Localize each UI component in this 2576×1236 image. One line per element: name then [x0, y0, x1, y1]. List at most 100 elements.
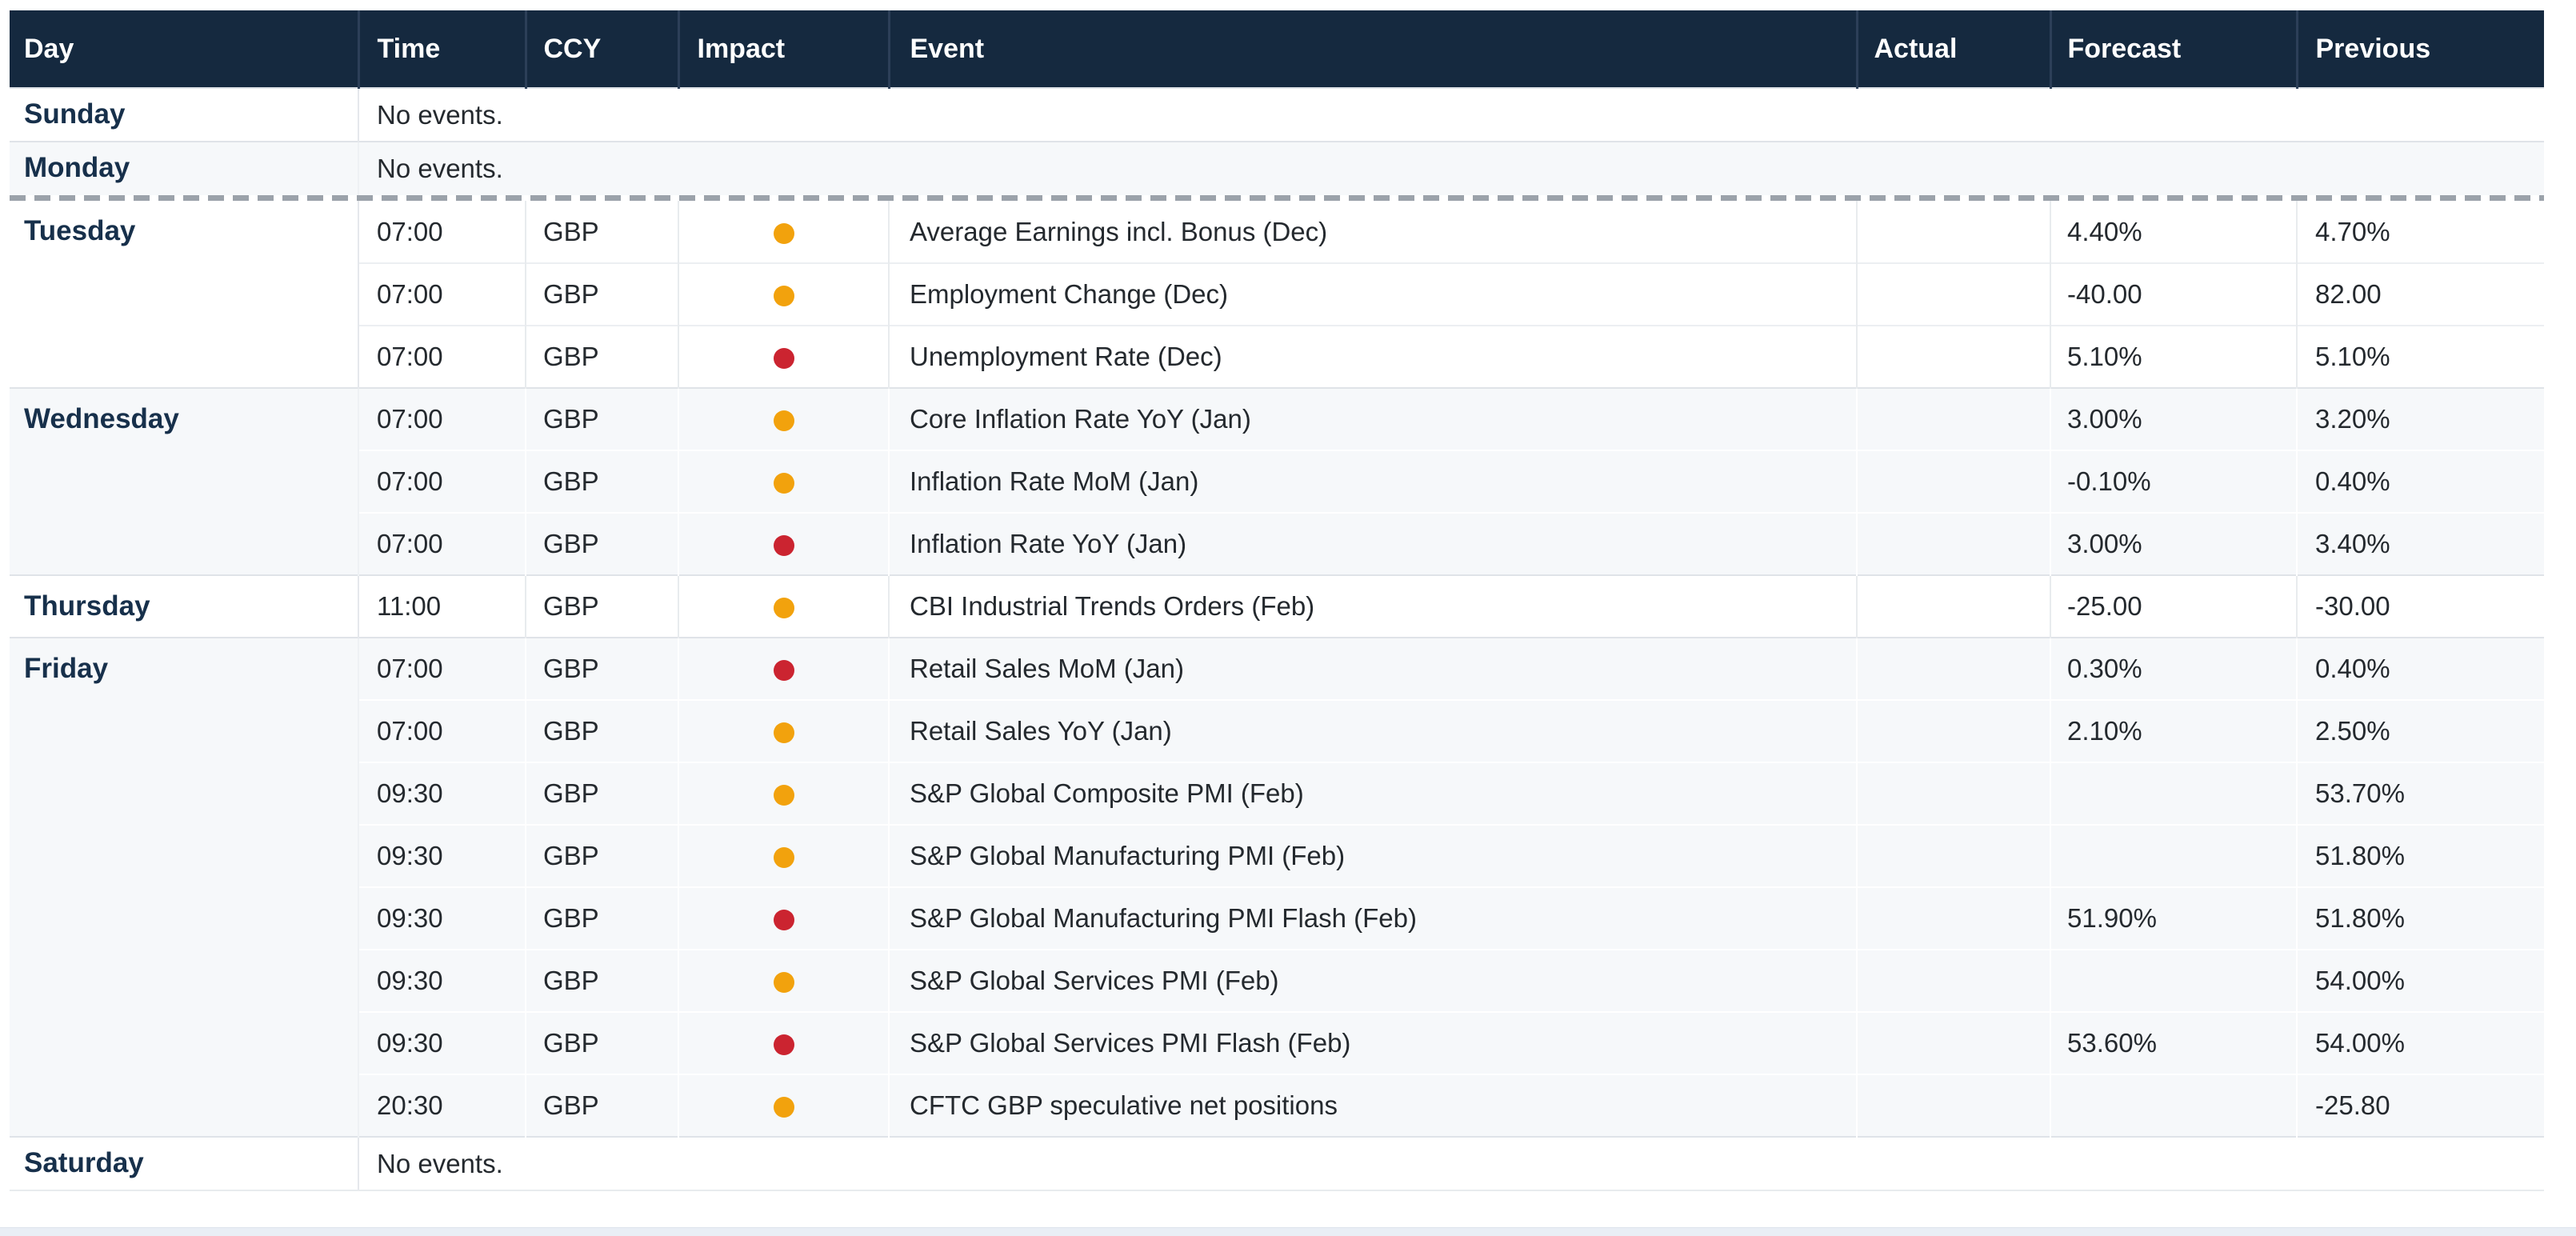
impact-cell [678, 387, 890, 450]
event-row[interactable]: Tuesday 07:00 GBP Average Earnings incl. Bo… [10, 201, 2544, 388]
impact-cell [678, 824, 890, 887]
event-row[interactable]: 09:30 GBP S&P Global Composite PMI (Feb) 53… [10, 762, 2544, 825]
event-name-cell: CBI Industrial Trends Orders (Feb) [889, 574, 1858, 638]
impact-medium-dot [773, 598, 794, 619]
column-header-event: Event [889, 10, 1858, 88]
dashed-divider-line [10, 195, 2544, 201]
time-cell: 07:00 [358, 637, 526, 700]
currency-cell: GBP [526, 325, 679, 388]
actual-value-cell [1857, 1074, 2051, 1137]
event-name-cell: S&P Global Composite PMI (Feb) [889, 762, 1858, 825]
impact-cell [678, 325, 890, 388]
impact-cell [678, 699, 890, 762]
event-name-cell: Average Earnings incl. Bonus (Dec) [889, 201, 1858, 263]
event-name-cell: Employment Change (Dec) [889, 262, 1858, 326]
day-row-no-events: Sunday No events. [10, 87, 2544, 142]
actual-value-cell [1857, 574, 2051, 638]
event-name-cell: S&P Global Manufacturing PMI Flash (Feb) [889, 886, 1858, 950]
event-name-cell: CFTC GBP speculative net positions [889, 1074, 1858, 1137]
forecast-value-cell: -40.00 [2050, 262, 2298, 326]
event-row[interactable]: 09:30 GBP S&P Global Services PMI Flash (F… [10, 1011, 2544, 1074]
forecast-value-cell: 5.10% [2050, 325, 2298, 388]
actual-value-cell [1857, 637, 2051, 700]
forecast-value-cell: 51.90% [2050, 886, 2298, 950]
column-header-ccy: CCY [526, 10, 680, 88]
previous-value-cell: 5.10% [2297, 325, 2544, 388]
day-cell: Friday [10, 637, 359, 1137]
currency-cell: GBP [526, 699, 679, 762]
event-row[interactable]: 09:30 GBP S&P Global Services PMI (Feb) 54.… [10, 949, 2544, 1012]
impact-medium-dot [773, 222, 794, 244]
impact-cell [678, 201, 890, 263]
event-row[interactable]: 09:30 GBP S&P Global Manufacturing PMI (Fe… [10, 824, 2544, 887]
impact-cell [678, 637, 890, 700]
impact-cell [678, 949, 890, 1012]
forecast-value-cell: 2.10% [2050, 699, 2298, 762]
previous-value-cell: 82.00 [2297, 262, 2544, 326]
previous-value-cell: 2.50% [2297, 699, 2544, 762]
currency-cell: GBP [526, 201, 679, 263]
column-header-previous: Previous [2297, 10, 2544, 88]
event-name-cell: Unemployment Rate (Dec) [889, 325, 1858, 388]
day-cell: Saturday [10, 1136, 359, 1191]
impact-high-dot [773, 348, 794, 370]
column-header-forecast: Forecast [2050, 10, 2298, 88]
time-cell: 07:00 [358, 450, 526, 513]
previous-value-cell: -25.80 [2297, 1074, 2544, 1137]
event-row[interactable]: Wednesday 07:00 GBP Core Inflation Rate YoY… [10, 387, 2544, 575]
previous-value-cell: 0.40% [2297, 450, 2544, 513]
time-cell: 07:00 [358, 512, 526, 575]
impact-high-dot [773, 1034, 794, 1056]
impact-cell [678, 1074, 890, 1137]
impact-cell [678, 512, 890, 575]
actual-value-cell [1857, 1011, 2051, 1074]
previous-value-cell: 54.00% [2297, 1011, 2544, 1074]
actual-value-cell [1857, 262, 2051, 326]
impact-medium-dot [773, 972, 794, 994]
time-cell: 09:30 [358, 1011, 526, 1074]
day-cell: Monday [10, 141, 359, 195]
no-events-cell: No events. [358, 87, 2544, 142]
time-cell: 09:30 [358, 762, 526, 825]
time-cell: 09:30 [358, 949, 526, 1012]
currency-cell: GBP [526, 574, 679, 638]
impact-medium-dot [773, 847, 794, 869]
event-row[interactable]: 07:00 GBP Inflation Rate MoM (Jan) -0.10% 0.… [10, 450, 2544, 513]
event-row[interactable]: Friday 07:00 GBP Retail Sales MoM (Jan) 0.30… [10, 637, 2544, 1137]
table-header: Day Time CCY Impact Event Actual Forecast Previ… [10, 10, 2544, 88]
currency-cell: GBP [526, 1011, 679, 1074]
forecast-value-cell: -25.00 [2050, 574, 2298, 638]
impact-medium-dot [773, 1097, 794, 1118]
currency-cell: GBP [526, 262, 679, 326]
previous-value-cell: 51.80% [2297, 824, 2544, 887]
currency-cell: GBP [526, 949, 679, 1012]
impact-cell [678, 886, 890, 950]
impact-high-dot [773, 910, 794, 931]
event-row[interactable]: 07:00 GBP Unemployment Rate (Dec) 5.10% 5.10… [10, 325, 2544, 388]
event-row[interactable]: Thursday 11:00 GBP CBI Industrial Trends Or… [10, 574, 2544, 638]
currency-cell: GBP [526, 1074, 679, 1137]
event-row[interactable]: 07:00 GBP Retail Sales YoY (Jan) 2.10% 2.50% [10, 699, 2544, 762]
event-row[interactable]: 09:30 GBP S&P Global Manufacturing PMI Fla… [10, 886, 2544, 950]
time-cell: 09:30 [358, 886, 526, 950]
time-cell: 07:00 [358, 201, 526, 263]
forecast-value-cell: -0.10% [2050, 450, 2298, 513]
event-row[interactable]: 20:30 GBP CFTC GBP speculative net positio… [10, 1074, 2544, 1137]
column-header-impact: Impact [678, 10, 890, 88]
previous-value-cell: 3.40% [2297, 512, 2544, 575]
horizontal-scrollbar-track[interactable] [0, 1227, 2576, 1236]
actual-value-cell [1857, 512, 2051, 575]
event-row[interactable]: 07:00 GBP Employment Change (Dec) -40.00 82.… [10, 262, 2544, 326]
time-cell: 11:00 [358, 574, 526, 638]
economic-calendar: Day Time CCY Impact Event Actual Forecast Previ… [10, 10, 2544, 1191]
impact-high-dot [773, 535, 794, 557]
event-row[interactable]: 07:00 GBP Inflation Rate YoY (Jan) 3.00% 3.4… [10, 512, 2544, 575]
impact-medium-dot [773, 286, 794, 307]
currency-cell: GBP [526, 762, 679, 825]
actual-value-cell [1857, 824, 2051, 887]
forecast-value-cell [2050, 1074, 2298, 1137]
actual-value-cell [1857, 450, 2051, 513]
day-row-no-events: Saturday No events. [10, 1136, 2544, 1191]
event-name-cell: Core Inflation Rate YoY (Jan) [889, 387, 1858, 450]
impact-high-dot [773, 660, 794, 682]
